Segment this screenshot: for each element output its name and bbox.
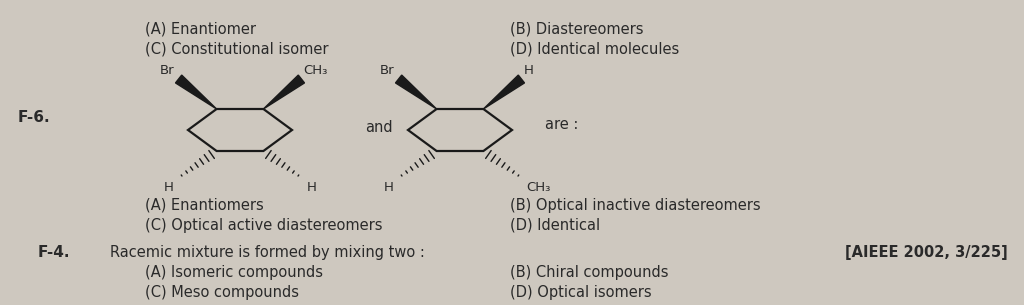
Text: (A) Isomeric compounds: (A) Isomeric compounds xyxy=(145,265,323,280)
Polygon shape xyxy=(483,75,524,109)
Text: H: H xyxy=(384,181,393,194)
Text: (C) Meso compounds: (C) Meso compounds xyxy=(145,285,299,300)
Text: (D) Optical isomers: (D) Optical isomers xyxy=(510,285,651,300)
Text: (C) Constitutional isomer: (C) Constitutional isomer xyxy=(145,42,329,57)
Text: [AIEEE 2002, 3/225]: [AIEEE 2002, 3/225] xyxy=(845,245,1008,260)
Text: CH₃: CH₃ xyxy=(526,181,551,194)
Text: and: and xyxy=(365,120,392,135)
Text: CH₃: CH₃ xyxy=(303,64,328,77)
Text: (B) Diastereomers: (B) Diastereomers xyxy=(510,22,643,37)
Text: (D) Identical: (D) Identical xyxy=(510,218,600,233)
Text: (C) Optical active diastereomers: (C) Optical active diastereomers xyxy=(145,218,383,233)
Text: (A) Enantiomer: (A) Enantiomer xyxy=(145,22,256,37)
Text: (D) Identical molecules: (D) Identical molecules xyxy=(510,42,679,57)
Text: (B) Chiral compounds: (B) Chiral compounds xyxy=(510,265,669,280)
Text: H: H xyxy=(306,181,316,194)
Text: F-6.: F-6. xyxy=(18,110,50,125)
Polygon shape xyxy=(395,75,436,109)
Text: H: H xyxy=(523,64,534,77)
Text: Racemic mixture is formed by mixing two :: Racemic mixture is formed by mixing two … xyxy=(110,245,425,260)
Text: Br: Br xyxy=(380,64,394,77)
Polygon shape xyxy=(263,75,304,109)
Polygon shape xyxy=(175,75,217,109)
Text: H: H xyxy=(164,181,174,194)
Text: (A) Enantiomers: (A) Enantiomers xyxy=(145,198,264,213)
Text: are :: are : xyxy=(545,117,579,132)
Text: F-4.: F-4. xyxy=(38,245,71,260)
Text: (B) Optical inactive diastereomers: (B) Optical inactive diastereomers xyxy=(510,198,761,213)
Text: Br: Br xyxy=(160,64,175,77)
